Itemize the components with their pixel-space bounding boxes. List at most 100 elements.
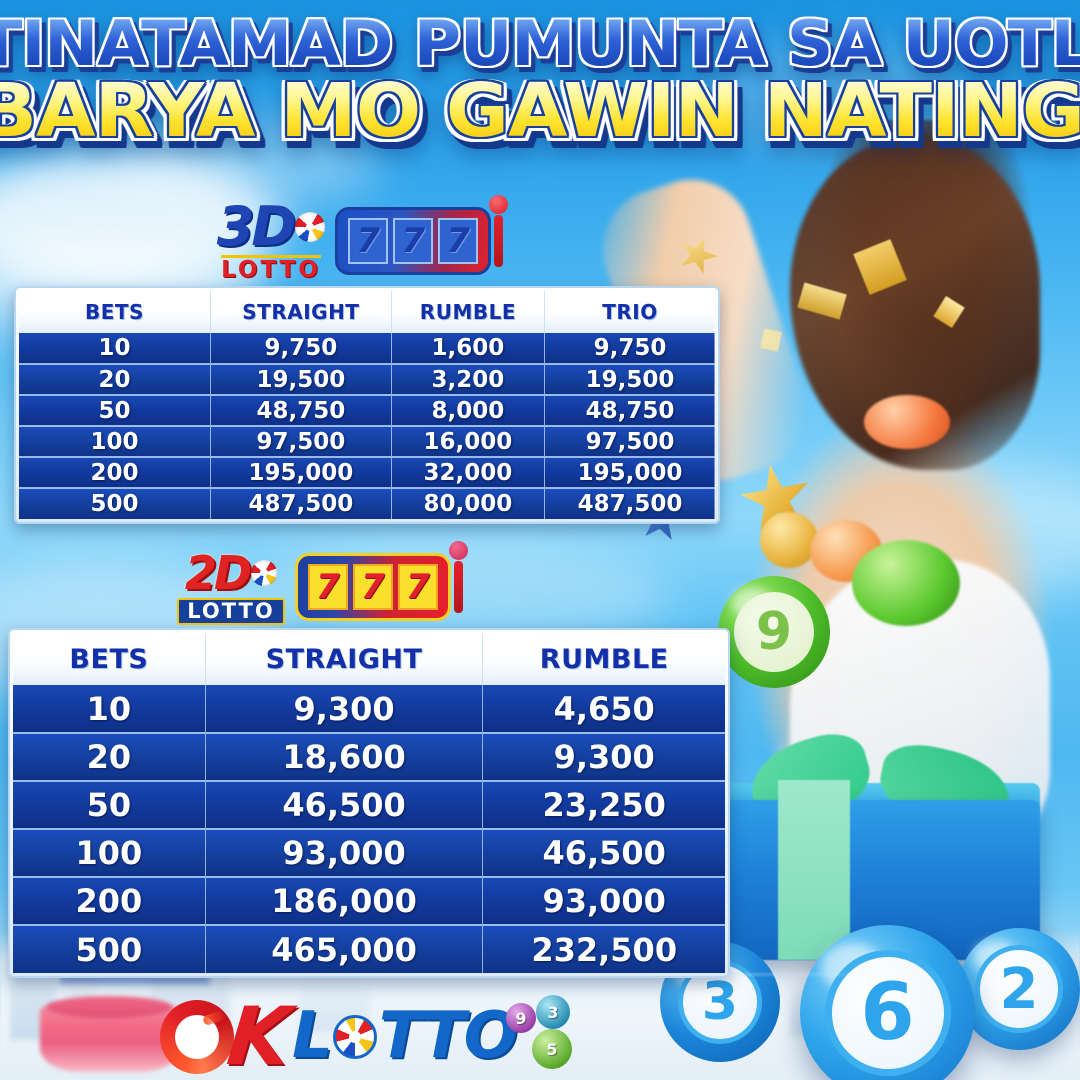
lotto-3d-number: 3D (216, 195, 296, 258)
table-row: 10 9,300 4,650 (13, 685, 725, 734)
ok-lotto-logo: K L TT O 9 3 5 (160, 990, 592, 1080)
cell-straight: 195,000 (210, 457, 392, 489)
slot-machine-body: 7 7 7 (294, 553, 451, 621)
slot-reel: 7 (307, 564, 348, 610)
green-ball-decoration (852, 540, 960, 626)
cell-rumble: 16,000 (391, 426, 545, 458)
slot-reel: 7 (393, 218, 434, 264)
mini-ball-9: 9 (505, 1003, 536, 1033)
column-header-trio: TRIO (544, 291, 715, 333)
cell-bet: 50 (19, 395, 211, 427)
ok-logo-o-ring-icon (160, 1000, 234, 1074)
slot-lever-icon (448, 541, 468, 613)
cell-bet: 10 (19, 333, 211, 365)
table-row: 20 18,600 9,300 (13, 733, 725, 782)
lotto-3d-brand: 3D LOTTO (216, 195, 326, 283)
payout-table-3d-grid: BETS STRAIGHT RUMBLE TRIO 10 9,750 1,600… (19, 291, 715, 519)
lotto-2d-word: LOTTO (177, 597, 285, 625)
cell-straight: 9,300 (205, 685, 484, 734)
lottery-ball-2: 2 (958, 928, 1080, 1050)
cell-bet: 100 (19, 426, 211, 458)
column-header-rumble: RUMBLE (391, 291, 545, 333)
cell-straight: 9,750 (210, 333, 392, 365)
lottery-ball-6: 6 (800, 925, 975, 1080)
cell-rumble: 3,200 (391, 364, 545, 396)
lotto-3d-brand-top: 3D (216, 195, 326, 258)
cell-trio: 97,500 (544, 426, 715, 458)
cell-bet: 20 (13, 733, 206, 782)
column-header-straight: STRAIGHT (210, 291, 392, 333)
cell-straight: 97,500 (210, 426, 392, 458)
ok-logo-mini-balls: 9 3 5 (505, 995, 592, 1073)
cell-straight: 48,750 (210, 395, 392, 427)
column-header-bets: BETS (13, 633, 206, 685)
cell-straight: 19,500 (210, 364, 392, 396)
lottery-ball-6-number: 6 (824, 949, 951, 1076)
table-row: 50 46,500 23,250 (13, 781, 725, 830)
cell-bet: 20 (19, 364, 211, 396)
cell-bet: 200 (19, 457, 211, 489)
pcso-swirl-icon (332, 1015, 377, 1059)
table-row: 200 186,000 93,000 (13, 877, 725, 926)
ok-logo-lotto-word: L TT O (292, 999, 518, 1074)
cell-straight: 46,500 (205, 781, 484, 830)
mini-ball-5: 5 (531, 1029, 572, 1069)
slot-machine-body: 7 7 7 (335, 207, 492, 275)
column-header-rumble: RUMBLE (482, 633, 725, 685)
slot-lever-icon (489, 195, 509, 267)
cell-rumble: 80,000 (391, 488, 545, 519)
ok-logo-lotto-l: L (292, 999, 333, 1074)
table-row: 100 93,000 46,500 (13, 829, 725, 878)
cell-bet: 100 (13, 829, 206, 878)
cell-rumble: 232,500 (531, 930, 678, 969)
slot-reel: 7 (348, 218, 389, 264)
cell-trio: 195,000 (544, 457, 715, 489)
table-row: 50 48,750 8,000 48,750 (19, 395, 715, 427)
table-row: 20 19,500 3,200 19,500 (19, 364, 715, 396)
cell-rumble: 23,250 (482, 781, 725, 830)
payout-table-2d-grid: BETS STRAIGHT RUMBLE 10 9,300 4,650 20 1… (13, 633, 725, 973)
cell-bet: 500 (13, 925, 206, 973)
slot-machine-2d-icon: 7 7 7 (294, 541, 468, 621)
headline-line-1: TINATAMAD PUMUNTA SA UOTLET? (0, 13, 1080, 74)
column-header-bets: BETS (19, 291, 211, 333)
lottery-ball-9-number: 9 (734, 592, 814, 672)
cell-bet: 10 (13, 685, 206, 734)
lotto-3d-word: LOTTO (221, 255, 321, 283)
cell-straight: 18,600 (205, 733, 484, 782)
pink-prop-lid (46, 996, 172, 1018)
payout-table-2d: BETS STRAIGHT RUMBLE 10 9,300 4,650 20 1… (8, 628, 730, 978)
table-row: 500 487,500 80,000 487,500 (19, 488, 715, 519)
cell-trio: 48,750 (544, 395, 715, 427)
slot-machine-3d-icon: 7 7 7 (335, 195, 509, 275)
cell-trio: 487,500 (577, 491, 683, 517)
cell-trio: 19,500 (544, 364, 715, 396)
cell-bet: 200 (13, 877, 206, 926)
orange-ball-decoration (864, 395, 950, 449)
table-row: 200 195,000 32,000 195,000 (19, 457, 715, 489)
lotto-2d-brand-top: 2D (184, 545, 278, 600)
cell-rumble: 46,500 (482, 829, 725, 878)
slot-reel: 7 (438, 218, 479, 264)
ok-logo-lotto-tt: TT (378, 999, 466, 1074)
cell-bet: 500 (19, 488, 211, 519)
cell-rumble: 32,000 (391, 457, 545, 489)
gold-ball-decoration (760, 512, 818, 568)
lottery-ball-2-number: 2 (975, 945, 1063, 1033)
lotto-2d-number: 2D (184, 545, 252, 600)
payout-table-3d: BETS STRAIGHT RUMBLE TRIO 10 9,750 1,600… (14, 286, 720, 524)
cell-bet: 50 (13, 781, 206, 830)
table-header-row: BETS STRAIGHT RUMBLE TRIO (19, 291, 715, 333)
cell-rumble: 93,000 (482, 877, 725, 926)
table-header-row: BETS STRAIGHT RUMBLE (13, 633, 725, 685)
headline-block: TINATAMAD PUMUNTA SA UOTLET? BARYA MO GA… (0, 13, 1080, 148)
cell-rumble: 9,300 (482, 733, 725, 782)
slot-reel: 7 (352, 564, 393, 610)
table-row: 500 465,000 232,500 (13, 925, 725, 973)
table-row: 100 97,500 16,000 97,500 (19, 426, 715, 458)
slot-reel: 7 (397, 564, 438, 610)
lotto-2d-logo: 2D LOTTO 7 7 7 (0, 541, 640, 626)
cell-straight: 487,500 (210, 488, 392, 519)
gift-ribbon-band (778, 780, 850, 960)
pcso-swirl-icon (295, 212, 326, 242)
